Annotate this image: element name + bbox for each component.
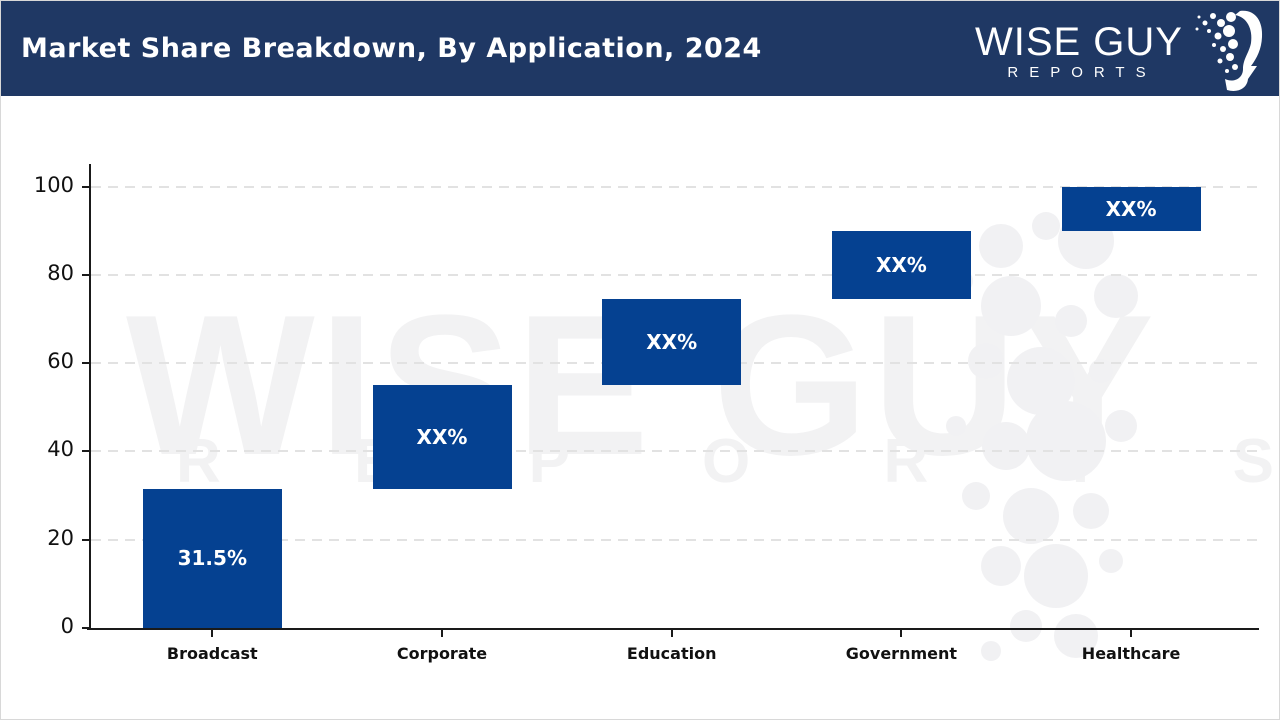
bar-healthcare: XX% <box>1061 186 1201 231</box>
x-axis-category-label: Corporate <box>396 644 488 663</box>
y-axis-tick-label: 100 <box>33 172 74 197</box>
bar-value-label: XX% <box>416 425 468 450</box>
gridline-80 <box>91 273 1257 276</box>
bar-value-label: XX% <box>1105 196 1157 221</box>
bar-value-label: 31.5% <box>177 546 247 571</box>
watermark-dot <box>1026 401 1106 481</box>
y-axis-tick-label: 60 <box>47 349 74 374</box>
y-axis-tick-label: 0 <box>60 614 74 638</box>
wiseguy-logo: WISE GUY REPORTS <box>975 9 1263 93</box>
y-axis-tick <box>82 450 89 453</box>
watermark-dot <box>982 422 1030 470</box>
x-axis-tick <box>900 630 903 637</box>
watermark-dot <box>1073 493 1109 529</box>
y-axis-tick <box>82 627 89 629</box>
header-bar: Market Share Breakdown, By Application, … <box>1 1 1279 96</box>
watermark-dot <box>1032 212 1060 240</box>
y-axis-tick <box>82 538 89 541</box>
x-axis-category-label: Healthcare <box>1081 644 1181 663</box>
y-axis-tick <box>82 362 89 365</box>
watermark-dot <box>968 343 1004 379</box>
bar-corporate: XX% <box>372 385 512 489</box>
watermark-dot <box>1099 549 1123 573</box>
logo-wordmark: WISE GUY <box>974 20 1183 64</box>
bar-broadcast: 31.5% <box>142 488 282 628</box>
y-axis-tick <box>82 273 89 276</box>
y-axis-tick <box>82 185 89 188</box>
watermark-dot <box>1024 544 1088 608</box>
watermark-dot <box>1055 305 1087 337</box>
gridline-40 <box>91 450 1257 453</box>
gridline-100 <box>91 185 1257 188</box>
watermark-dot <box>981 546 1021 586</box>
watermark-dot <box>1094 274 1138 318</box>
x-axis-tick <box>441 630 443 637</box>
bar-value-label: XX% <box>646 330 698 355</box>
logo-subtitle: REPORTS <box>1007 64 1157 81</box>
x-axis-tick <box>211 630 214 637</box>
bar-value-label: XX% <box>875 252 927 277</box>
y-axis-tick-label: 80 <box>47 260 74 285</box>
y-axis-tick-label: 20 <box>47 525 74 550</box>
chart-title: Market Share Breakdown, By Application, … <box>21 33 762 64</box>
x-axis-line <box>87 628 1259 630</box>
x-axis-category-label: Government <box>845 644 958 663</box>
bar-government: XX% <box>831 230 971 300</box>
watermark-dot <box>979 224 1023 268</box>
watermark-dot <box>981 276 1041 336</box>
watermark-dot <box>962 482 990 510</box>
y-axis-tick-label: 40 <box>47 437 74 462</box>
y-axis-line <box>89 164 91 630</box>
watermark-dot <box>981 641 1001 661</box>
watermark-dot <box>946 416 966 436</box>
x-axis-category-label: Education <box>626 644 717 663</box>
watermark-dot <box>1010 610 1042 642</box>
watermark-dot <box>1105 410 1137 442</box>
chart-area: WISE GUY R E P O R T S 0 20 40 60 80 100 31.5%… <box>1 96 1279 719</box>
watermark-dot <box>1054 614 1098 658</box>
wiseguy-face-icon <box>1195 10 1263 91</box>
x-axis-tick <box>1130 630 1133 637</box>
x-axis-tick <box>670 630 673 637</box>
watermark-face-dots <box>1 96 1279 719</box>
x-axis-category-label: Broadcast <box>166 644 258 663</box>
wiseguy-logo-text: WISE GUY REPORTS <box>975 20 1183 82</box>
watermark-dot <box>1003 488 1059 544</box>
gridline-20 <box>91 538 1257 541</box>
bar-education: XX% <box>602 299 742 386</box>
